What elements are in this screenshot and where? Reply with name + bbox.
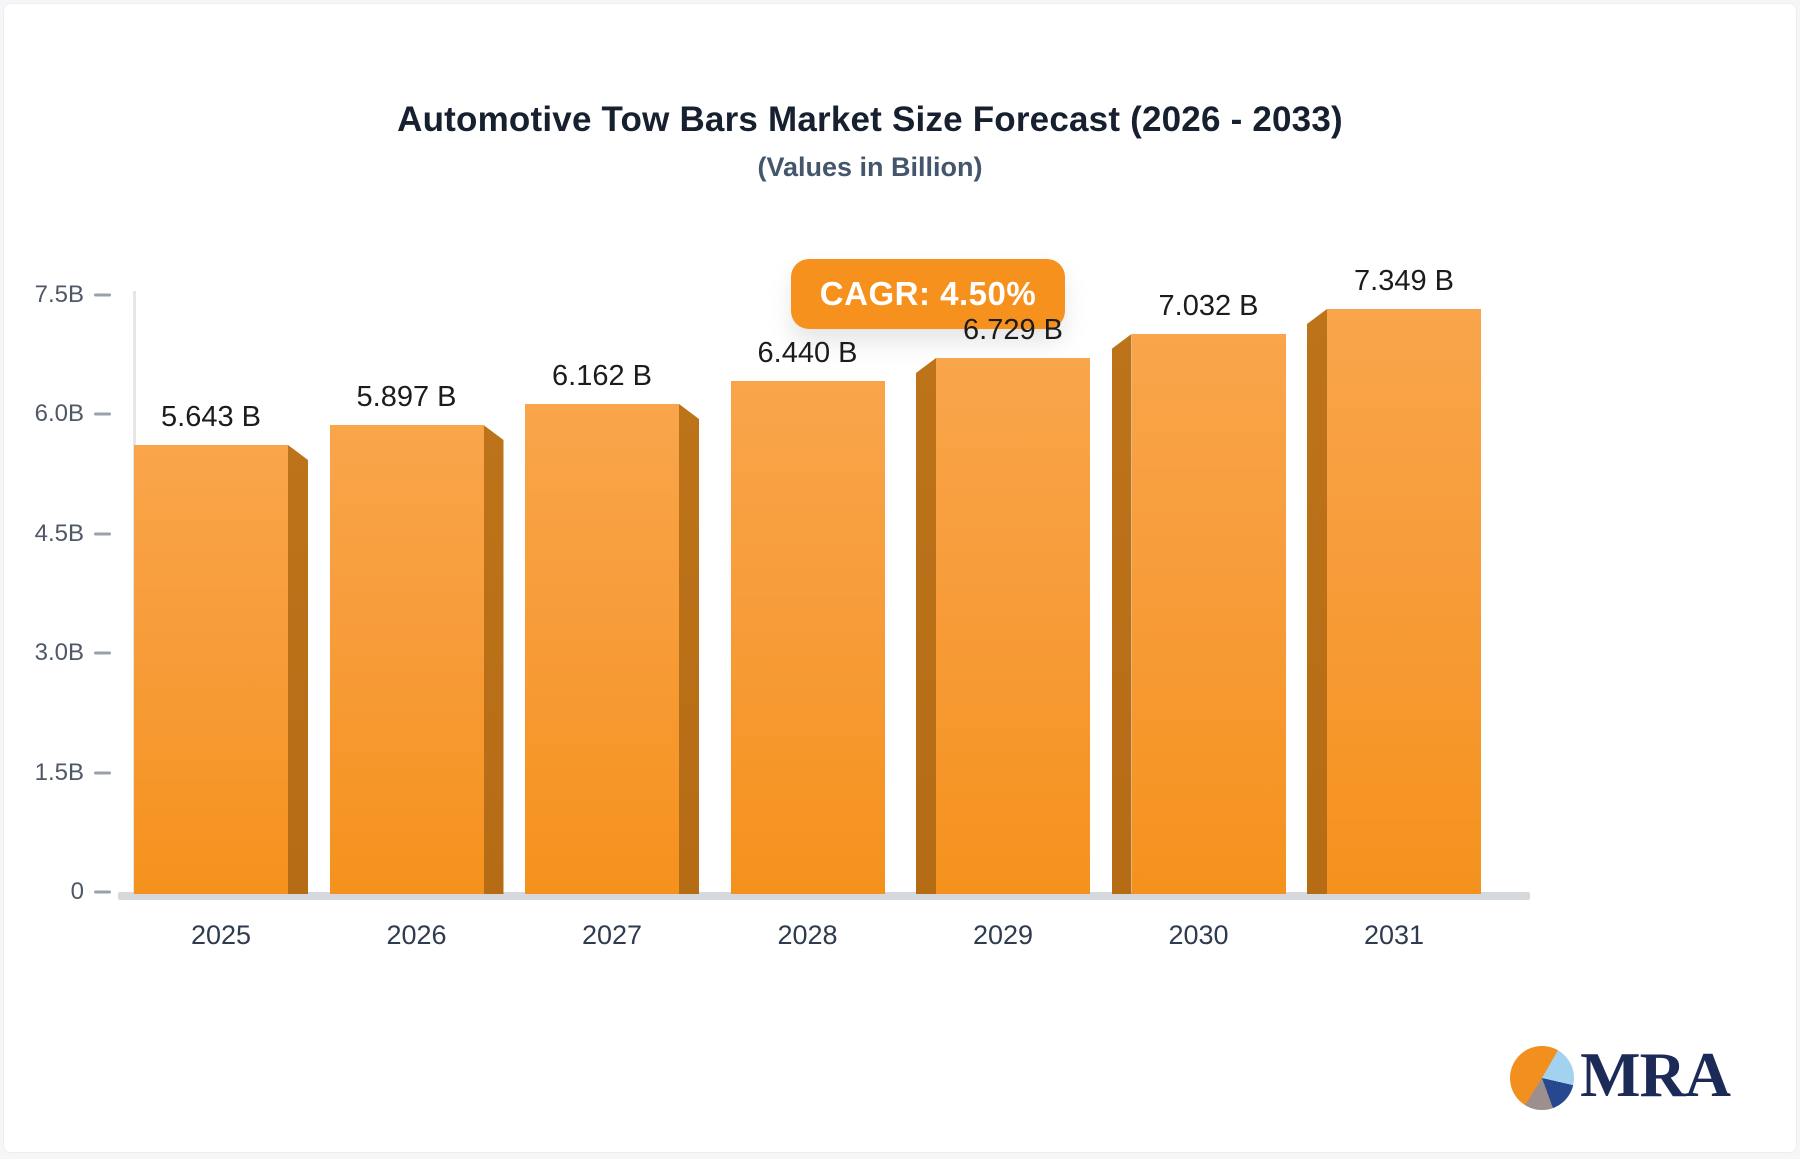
bar-value-label: 6.162 B xyxy=(552,360,652,392)
cagr-badge: CAGR: 4.50% xyxy=(791,259,1065,329)
bar-value-label: 7.349 B xyxy=(1354,265,1454,297)
x-tick-label: 2026 xyxy=(386,920,447,950)
bar-side-face xyxy=(483,425,504,894)
bar-side-face xyxy=(1111,334,1132,894)
x-axis-line xyxy=(118,892,1530,900)
x-tick-label: 2025 xyxy=(190,920,252,950)
y-tick-label: 6.0B xyxy=(34,400,84,428)
bar-2027 xyxy=(525,404,679,894)
y-tick-label: 4.5B xyxy=(34,519,84,547)
bar-2026 xyxy=(329,425,484,894)
bar-2030 xyxy=(1131,334,1286,894)
y-tick-label: 0 xyxy=(70,878,84,905)
bar-value-label: 7.032 B xyxy=(1158,290,1259,322)
bar-value-label: 6.440 B xyxy=(757,337,858,369)
pie-chart-logo-icon xyxy=(1510,1046,1575,1110)
chart-title: Automotive Tow Bars Market Size Forecast… xyxy=(397,100,1343,139)
chart-card: Automotive Tow Bars Market Size Forecast… xyxy=(3,3,1797,1153)
x-tick-label: 2030 xyxy=(1168,920,1229,950)
bar-chart: CAGR: 4.50% 0 1.5B 3.0B 4.5B 6.0B 7.5B 5.643 B… xyxy=(4,4,1796,1152)
bar-side-face xyxy=(916,358,936,894)
x-tick-label: 2031 xyxy=(1363,920,1425,950)
bar-value-label: 5.897 B xyxy=(356,381,457,413)
y-tick-mark xyxy=(94,293,111,297)
y-tick-label: 3.0B xyxy=(34,639,84,667)
logo-text: MRA xyxy=(1580,1039,1731,1110)
y-tick-mark xyxy=(94,532,111,536)
y-tick-label: 1.5B xyxy=(34,758,84,786)
bar-2029 xyxy=(936,358,1090,894)
bar-value-label: 5.643 B xyxy=(161,401,261,433)
x-tick-label: 2028 xyxy=(777,920,838,950)
bar-side-face xyxy=(1307,309,1327,894)
chart-subtitle: (Values in Billion) xyxy=(757,152,983,182)
bar-2031 xyxy=(1327,309,1481,894)
y-tick-mark xyxy=(94,651,111,655)
bar-2028 xyxy=(730,381,885,894)
y-tick-mark xyxy=(94,412,111,416)
y-tick-label: 7.5B xyxy=(34,281,84,308)
y-tick-mark xyxy=(94,771,111,775)
mra-logo: MRA xyxy=(1510,1039,1731,1110)
x-tick-label: 2029 xyxy=(972,920,1034,950)
bar-value-label: 6.729 B xyxy=(963,314,1063,346)
bar-side-face xyxy=(679,404,699,894)
y-tick-mark xyxy=(94,890,111,894)
bar-2025 xyxy=(134,445,288,894)
x-tick-label: 2027 xyxy=(581,920,643,950)
bar-side-face xyxy=(288,445,308,894)
